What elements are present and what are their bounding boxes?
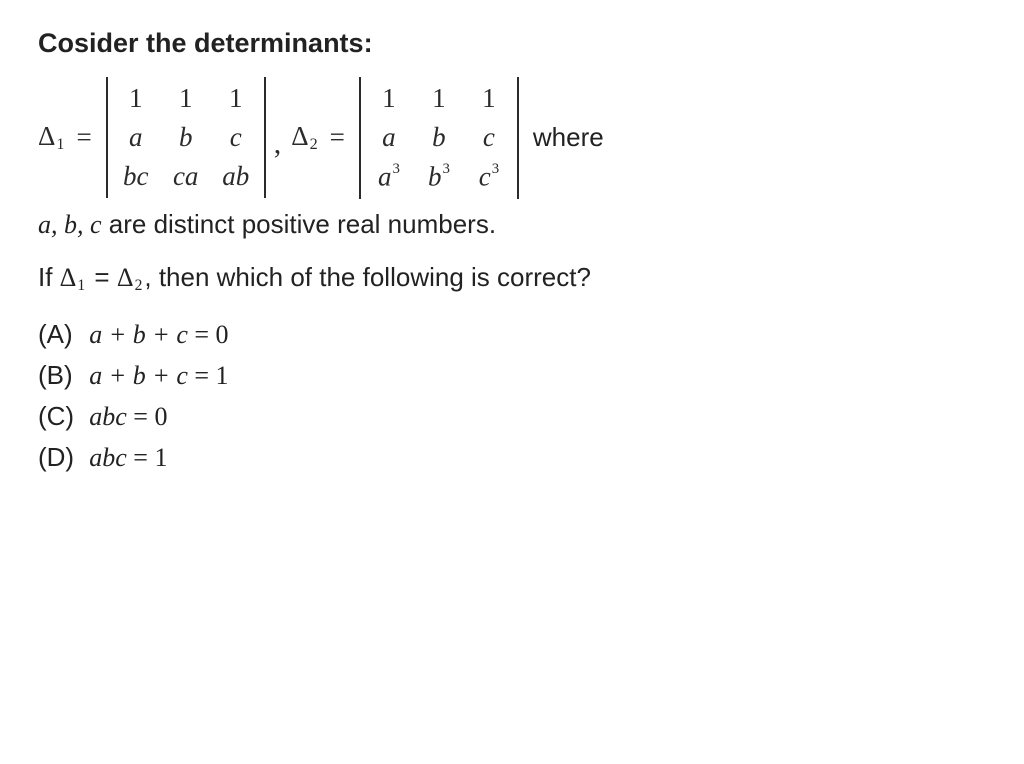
question-delta1: Δ1 xyxy=(60,263,88,292)
page: Cosider the determinants: Δ1 = 1 1 1 a b… xyxy=(0,0,1024,511)
delta-symbol: Δ xyxy=(38,121,55,151)
delta1-name: Δ1 xyxy=(38,121,66,154)
matrix-1: 1 1 1 a b c bc ca ab xyxy=(108,77,264,198)
condition-line: a, b, c are distinct positive real numbe… xyxy=(38,209,986,240)
m1-r3c2: ca xyxy=(172,161,200,192)
option-b: (B) a + b + c = 1 xyxy=(38,360,986,391)
comma: , xyxy=(274,127,282,199)
m2-r2c1: a xyxy=(375,122,403,153)
question-eq: = xyxy=(87,262,117,292)
determinant-definitions: Δ1 = 1 1 1 a b c bc ca ab , Δ2 = xyxy=(38,77,986,199)
delta-symbol: Δ xyxy=(291,121,308,151)
option-d-expr: abc = 1 xyxy=(89,443,167,472)
options-list: (A) a + b + c = 0 (B) a + b + c = 1 (C) … xyxy=(38,319,986,473)
option-a: (A) a + b + c = 0 xyxy=(38,319,986,350)
m2-r3c2: b3 xyxy=(425,161,453,193)
m1-r3c1: bc xyxy=(122,161,150,192)
option-c-expr: abc = 0 xyxy=(89,402,167,431)
m1-r2c1: a xyxy=(122,122,150,153)
question-line: If Δ1 = Δ2, then which of the following … xyxy=(38,262,986,295)
m1-r1c1: 1 xyxy=(122,83,150,114)
m2-r2c3: c xyxy=(475,122,503,153)
m1-r2c3: c xyxy=(222,122,250,153)
option-a-expr: a + b + c = 0 xyxy=(89,320,228,349)
det-bar-right xyxy=(264,77,266,198)
delta1-subscript: 1 xyxy=(56,135,64,153)
determinant-2: 1 1 1 a b c a3 b3 c3 xyxy=(359,77,519,199)
m2-r2c2: b xyxy=(425,122,453,153)
question-prefix: If xyxy=(38,262,60,292)
determinant-1: 1 1 1 a b c bc ca ab xyxy=(106,77,266,198)
m1-r2c2: b xyxy=(172,122,200,153)
option-d-label: (D) xyxy=(38,442,82,473)
det-bar-right xyxy=(517,77,519,199)
m2-r3c1: a3 xyxy=(375,161,403,193)
m1-r1c3: 1 xyxy=(222,83,250,114)
delta2-subscript: 2 xyxy=(310,135,318,153)
option-c-label: (C) xyxy=(38,401,82,432)
abc-vars: a, b, c xyxy=(38,210,102,239)
option-d: (D) abc = 1 xyxy=(38,442,986,473)
matrix-2: 1 1 1 a b c a3 b3 c3 xyxy=(361,77,517,199)
option-b-expr: a + b + c = 1 xyxy=(89,361,228,390)
m1-r1c2: 1 xyxy=(172,83,200,114)
m2-r3c3: c3 xyxy=(475,161,503,193)
question-delta2: Δ2 xyxy=(117,263,145,292)
condition-text: are distinct positive real numbers. xyxy=(102,209,497,239)
question-suffix: , then which of the following is correct… xyxy=(144,262,591,292)
delta2-name: Δ2 xyxy=(291,121,319,154)
m1-r3c3: ab xyxy=(222,161,250,192)
where-text: where xyxy=(533,122,604,153)
m2-r1c1: 1 xyxy=(375,83,403,114)
option-b-label: (B) xyxy=(38,360,82,391)
m2-r1c3: 1 xyxy=(475,83,503,114)
option-a-label: (A) xyxy=(38,319,82,350)
equals-sign: = xyxy=(330,122,345,153)
option-c: (C) abc = 0 xyxy=(38,401,986,432)
heading: Cosider the determinants: xyxy=(38,28,986,59)
m2-r1c2: 1 xyxy=(425,83,453,114)
equals-sign: = xyxy=(76,122,91,153)
